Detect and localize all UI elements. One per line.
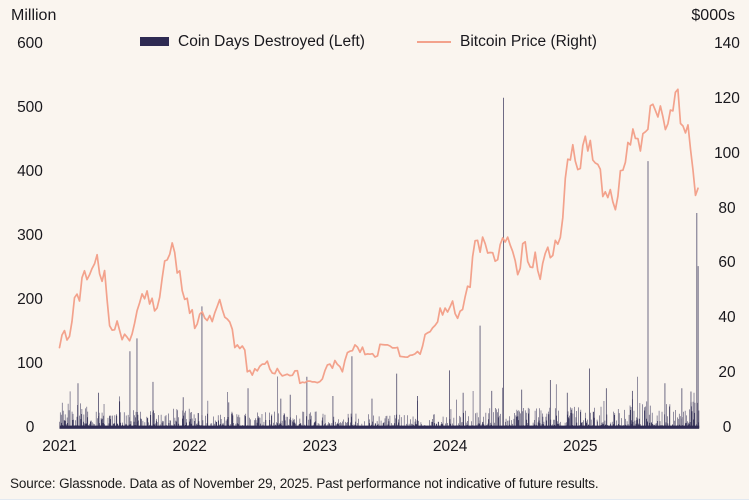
btc-price-line: [58, 88, 699, 385]
right-axis-tick-60: 60: [718, 254, 736, 272]
left-axis-tick-200: 200: [17, 291, 43, 308]
right-axis-tick-40: 40: [718, 309, 736, 327]
legend-item-coin-days-destroyed: Coin Days Destroyed (Left): [140, 33, 365, 50]
x-axis-tick-2022: 2022: [172, 438, 207, 455]
right-axis-tick-0: 0: [722, 419, 732, 436]
price-line-swatch-icon: [417, 40, 451, 43]
cdd-spike-bars: [77, 97, 699, 428]
cdd-baseline-band: [59, 425, 700, 429]
source-disclaimer-note: Source: Glassnode. Data as of November 2…: [10, 476, 599, 491]
x-axis-tick-2024: 2024: [432, 438, 468, 455]
right-axis-tick-20: 20: [718, 364, 736, 382]
right-axis-unit-label: $000s: [691, 7, 735, 24]
cdd-bars-texture: [59, 376, 700, 428]
right-axis-tick-120: 120: [714, 89, 740, 107]
legend-item-bitcoin-price: Bitcoin Price (Right): [417, 33, 597, 50]
left-axis-tick-600: 600: [17, 35, 43, 52]
x-axis-tick-2025: 2025: [563, 438, 598, 455]
left-axis-tick-500: 500: [17, 99, 43, 116]
right-axis-tick-140: 140: [714, 35, 740, 52]
legend-label-cdd: Coin Days Destroyed (Left): [178, 32, 365, 50]
left-axis-unit-label: Million: [11, 7, 57, 24]
cdd-bar-swatch-icon: [140, 37, 169, 46]
right-axis-tick-100: 100: [714, 144, 740, 162]
x-axis-tick-2023: 2023: [302, 438, 338, 455]
right-axis-tick-80: 80: [718, 199, 736, 217]
left-axis-tick-100: 100: [17, 355, 43, 372]
legend-label-price: Bitcoin Price (Right): [460, 32, 597, 50]
x-axis-tick-2021: 2021: [42, 438, 77, 455]
left-axis-tick-400: 400: [17, 163, 43, 180]
left-axis-tick-300: 300: [17, 227, 43, 244]
left-axis-tick-0: 0: [25, 419, 35, 436]
